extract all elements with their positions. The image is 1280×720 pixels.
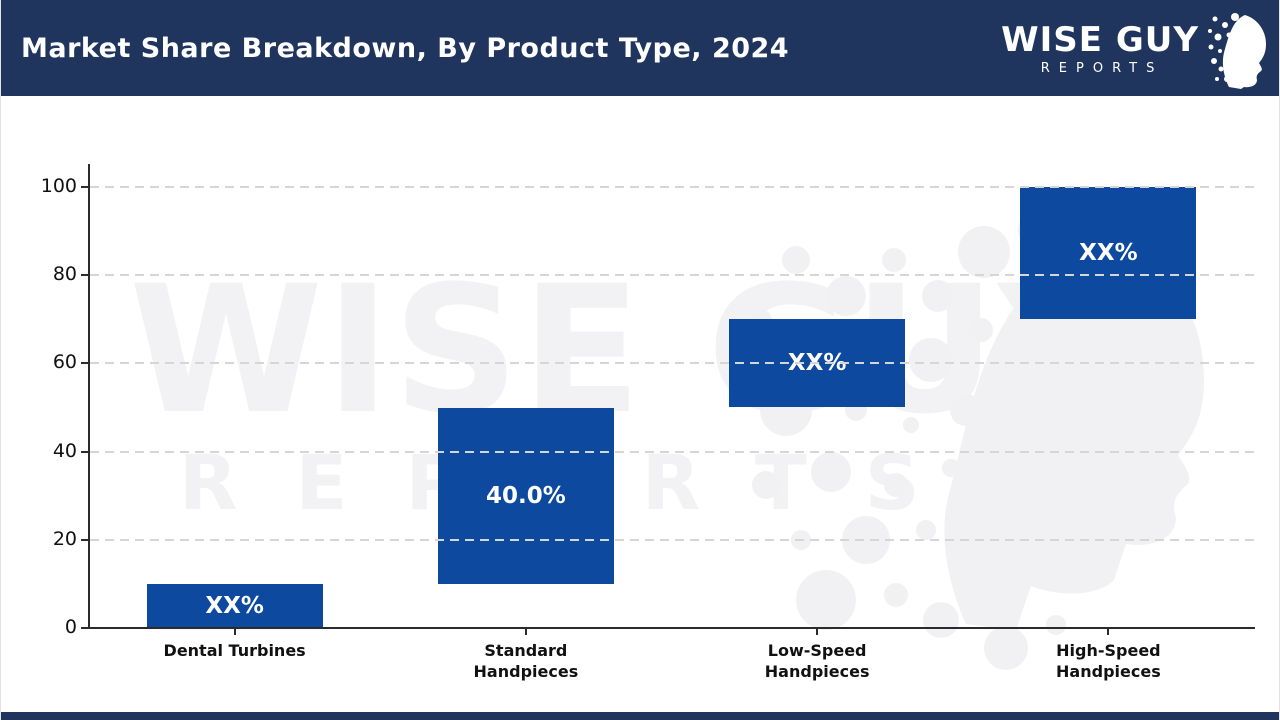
gridline-40 bbox=[90, 450, 1254, 453]
bar-dental-turbines: XX% bbox=[146, 583, 323, 628]
gridline-80 bbox=[90, 274, 1254, 277]
footer-bar bbox=[1, 712, 1279, 720]
face-profile-dots-icon bbox=[1208, 13, 1266, 89]
x-tick-mark bbox=[816, 629, 819, 635]
x-tick-label: High-Speed Handpieces bbox=[1056, 641, 1161, 681]
x-tick-label: Standard Handpieces bbox=[473, 641, 579, 681]
x-tick-label: Low-Speed Handpieces bbox=[764, 641, 870, 681]
gridline-20 bbox=[90, 538, 1254, 541]
bar-standard-handpieces: 40.0% bbox=[437, 407, 614, 584]
watermark-face-dots-icon bbox=[752, 212, 1204, 670]
x-tick-mark bbox=[1107, 629, 1110, 635]
y-tick-label: 100 bbox=[40, 175, 77, 197]
x-tick-label: Dental Turbines bbox=[163, 641, 306, 660]
logo-text: WISE GUY REPORTS bbox=[1001, 22, 1199, 76]
bar-value-label: 40.0% bbox=[485, 482, 566, 509]
y-tick-mark bbox=[81, 538, 88, 541]
page-title: Market Share Breakdown, By Product Type,… bbox=[21, 32, 790, 64]
y-tick-label: 40 bbox=[52, 439, 77, 462]
y-tick-mark bbox=[81, 362, 88, 365]
x-axis-line bbox=[88, 627, 1255, 629]
y-tick-label: 20 bbox=[52, 527, 77, 550]
x-tick-mark bbox=[233, 629, 236, 635]
bar-high-speed-handpieces: XX% bbox=[1020, 187, 1197, 320]
y-tick-mark bbox=[81, 627, 88, 629]
y-tick-mark bbox=[81, 186, 88, 188]
y-tick-label: 80 bbox=[52, 263, 77, 286]
logo-subtitle: REPORTS bbox=[1040, 61, 1164, 76]
bar-value-label: XX% bbox=[205, 592, 264, 619]
y-tick-label: 0 bbox=[64, 616, 77, 638]
y-tick-label: 60 bbox=[52, 351, 77, 374]
x-tick-mark bbox=[524, 629, 527, 635]
logo: WISE GUY REPORTS bbox=[1001, 6, 1269, 92]
logo-wordmark: WISE GUY bbox=[1001, 20, 1199, 60]
header: Market Share Breakdown, By Product Type,… bbox=[1, 0, 1279, 96]
gridline-60 bbox=[90, 362, 1254, 365]
bar-value-label: XX% bbox=[1079, 240, 1138, 267]
y-tick-mark bbox=[81, 274, 88, 277]
y-axis-line bbox=[88, 164, 90, 629]
gridline-100 bbox=[90, 186, 1254, 188]
y-tick-mark bbox=[81, 450, 88, 453]
